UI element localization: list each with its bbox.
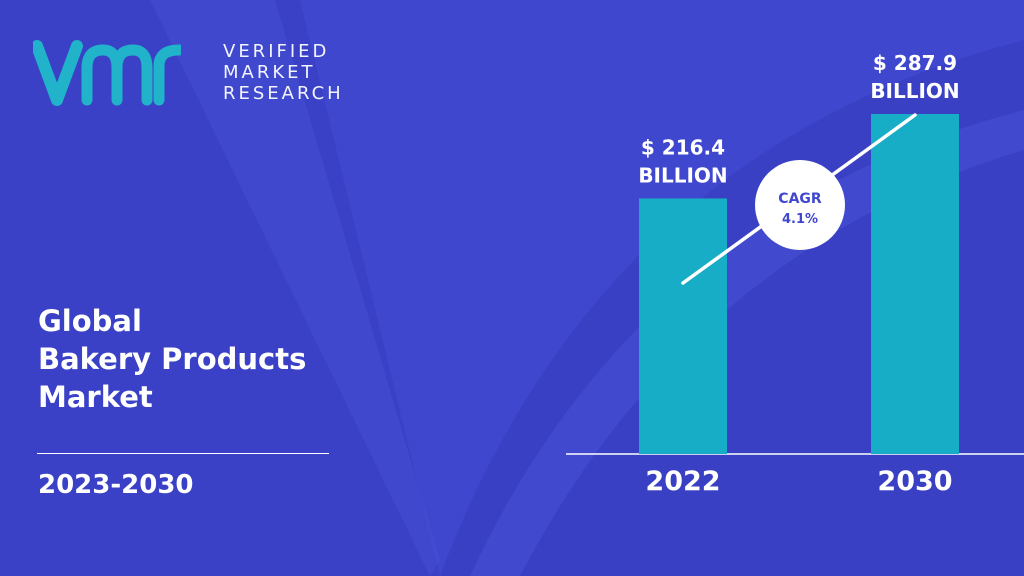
title-line-3: Market — [38, 380, 153, 414]
brand-logo: VERIFIED MARKET RESEARCH — [33, 38, 341, 108]
value-label-unit: BILLION — [638, 163, 727, 187]
title-line-1: Global — [38, 304, 142, 338]
category-label: 2030 — [877, 466, 952, 497]
title-divider — [37, 453, 329, 454]
value-label-amount: $ 216.4 — [641, 135, 725, 159]
title-line-2: Bakery Products — [38, 342, 307, 376]
cagr-badge — [755, 160, 845, 250]
page-title: Global Bakery Products Market — [38, 302, 306, 416]
forecast-period: 2023-2030 — [38, 470, 194, 500]
cagr-value: 4.1% — [782, 212, 818, 227]
brand-line-3: RESEARCH — [223, 83, 344, 104]
value-label-amount: $ 287.9 — [873, 51, 957, 75]
category-label: 2022 — [645, 466, 720, 497]
vmr-logo-icon — [33, 40, 181, 106]
brand-line-1: VERIFIED — [223, 41, 330, 62]
brand-name: VERIFIED MARKET RESEARCH — [223, 41, 344, 104]
bar-2022 — [639, 198, 727, 454]
cagr-label: CAGR — [778, 191, 822, 207]
brand-line-2: MARKET — [223, 62, 316, 83]
bar-2030 — [871, 114, 959, 454]
value-label-unit: BILLION — [870, 79, 959, 103]
